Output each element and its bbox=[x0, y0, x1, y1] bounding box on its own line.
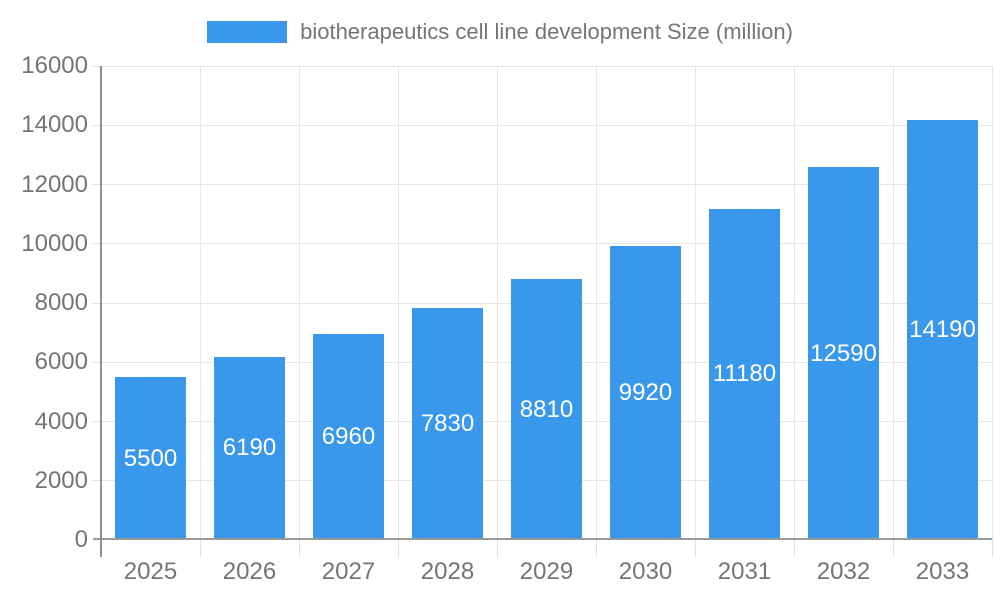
bar-value-label: 6960 bbox=[321, 422, 376, 450]
gridline-horizontal bbox=[101, 243, 992, 245]
gridline-horizontal bbox=[101, 65, 992, 67]
bar-value-label: 12590 bbox=[810, 339, 877, 367]
y-axis-tick bbox=[93, 243, 101, 245]
bar-value-label: 7830 bbox=[420, 410, 475, 438]
gridline-vertical bbox=[595, 66, 597, 540]
x-axis-tick bbox=[991, 540, 993, 557]
legend-swatch bbox=[207, 21, 288, 43]
legend-label: biotherapeutics cell line development Si… bbox=[300, 19, 793, 44]
y-tick-label: 10000 bbox=[21, 229, 88, 257]
y-tick-label: 14000 bbox=[21, 111, 88, 139]
gridline-horizontal bbox=[101, 124, 992, 126]
x-axis-tick bbox=[793, 540, 795, 557]
legend[interactable]: biotherapeutics cell line development Si… bbox=[0, 18, 1000, 46]
y-tick-label: 6000 bbox=[34, 348, 88, 376]
gridline-vertical bbox=[892, 66, 894, 540]
y-tick-label: 8000 bbox=[34, 289, 88, 316]
bar[interactable]: 5500 bbox=[115, 377, 186, 540]
y-tick-label: 4000 bbox=[34, 407, 88, 435]
bar-value-label: 11180 bbox=[712, 360, 777, 388]
x-tick-label: 2031 bbox=[717, 558, 772, 585]
bar[interactable]: 14190 bbox=[907, 119, 978, 540]
bar-value-label: 8810 bbox=[519, 395, 574, 423]
y-tick-label: 16000 bbox=[21, 52, 88, 79]
bar[interactable]: 12590 bbox=[808, 167, 879, 540]
bar[interactable]: 9920 bbox=[610, 246, 681, 540]
bar-value-label: 9920 bbox=[618, 379, 673, 407]
x-tick-label: 2026 bbox=[222, 558, 277, 585]
bar[interactable]: 7830 bbox=[412, 308, 483, 540]
bar-value-label: 5500 bbox=[123, 444, 178, 472]
x-axis-tick bbox=[397, 540, 399, 557]
gridline-vertical bbox=[199, 66, 201, 540]
x-axis-tick bbox=[694, 540, 696, 557]
y-axis-tick bbox=[93, 361, 101, 363]
x-tick-label: 2025 bbox=[123, 558, 178, 585]
x-axis-tick bbox=[595, 540, 597, 557]
x-tick-label: 2029 bbox=[519, 558, 574, 585]
gridline-vertical bbox=[991, 66, 993, 540]
y-axis-line bbox=[100, 66, 102, 557]
gridline-vertical bbox=[298, 66, 300, 540]
y-tick-label: 12000 bbox=[21, 170, 88, 198]
bar-value-label: 14190 bbox=[909, 315, 976, 343]
plot-area: 5500 6190 6960 7830 8810 9920 11180 12590 14190 bbox=[93, 65, 993, 557]
x-tick-label: 2030 bbox=[618, 558, 673, 585]
y-axis-tick bbox=[93, 65, 101, 67]
gridline-vertical bbox=[496, 66, 498, 540]
x-tick-label: 2027 bbox=[321, 558, 376, 585]
x-axis-tick bbox=[892, 540, 894, 557]
x-tick-label: 2032 bbox=[816, 558, 871, 585]
gridline-vertical bbox=[793, 66, 795, 540]
x-axis-tick bbox=[298, 540, 300, 557]
bar[interactable]: 6190 bbox=[214, 356, 285, 540]
x-axis-tick bbox=[199, 540, 201, 557]
y-axis-tick bbox=[93, 124, 101, 126]
gridline-horizontal bbox=[101, 184, 992, 185]
y-tick-label: 2000 bbox=[34, 466, 88, 494]
y-tick-label: 0 bbox=[74, 526, 88, 553]
bar[interactable]: 11180 bbox=[709, 208, 780, 540]
x-axis-tick bbox=[496, 540, 498, 557]
x-axis-line bbox=[93, 538, 992, 540]
y-axis-tick bbox=[93, 480, 101, 482]
x-tick-label: 2028 bbox=[420, 558, 475, 585]
bar[interactable]: 8810 bbox=[511, 279, 582, 540]
bar[interactable]: 6960 bbox=[313, 333, 384, 540]
y-axis-tick bbox=[93, 302, 101, 304]
x-tick-label: 2033 bbox=[915, 558, 970, 585]
bar-value-label: 6190 bbox=[222, 434, 277, 462]
gridline-vertical bbox=[694, 66, 696, 540]
y-axis-labels: 0 2000 4000 6000 8000 10000 12000 14000 16000 bbox=[0, 52, 88, 553]
y-axis-tick bbox=[93, 184, 101, 185]
gridline-vertical bbox=[397, 66, 399, 540]
y-axis-tick bbox=[93, 421, 101, 422]
x-axis-labels: 2025 2026 2027 2028 2029 2030 2031 2032 2033 bbox=[101, 558, 992, 590]
